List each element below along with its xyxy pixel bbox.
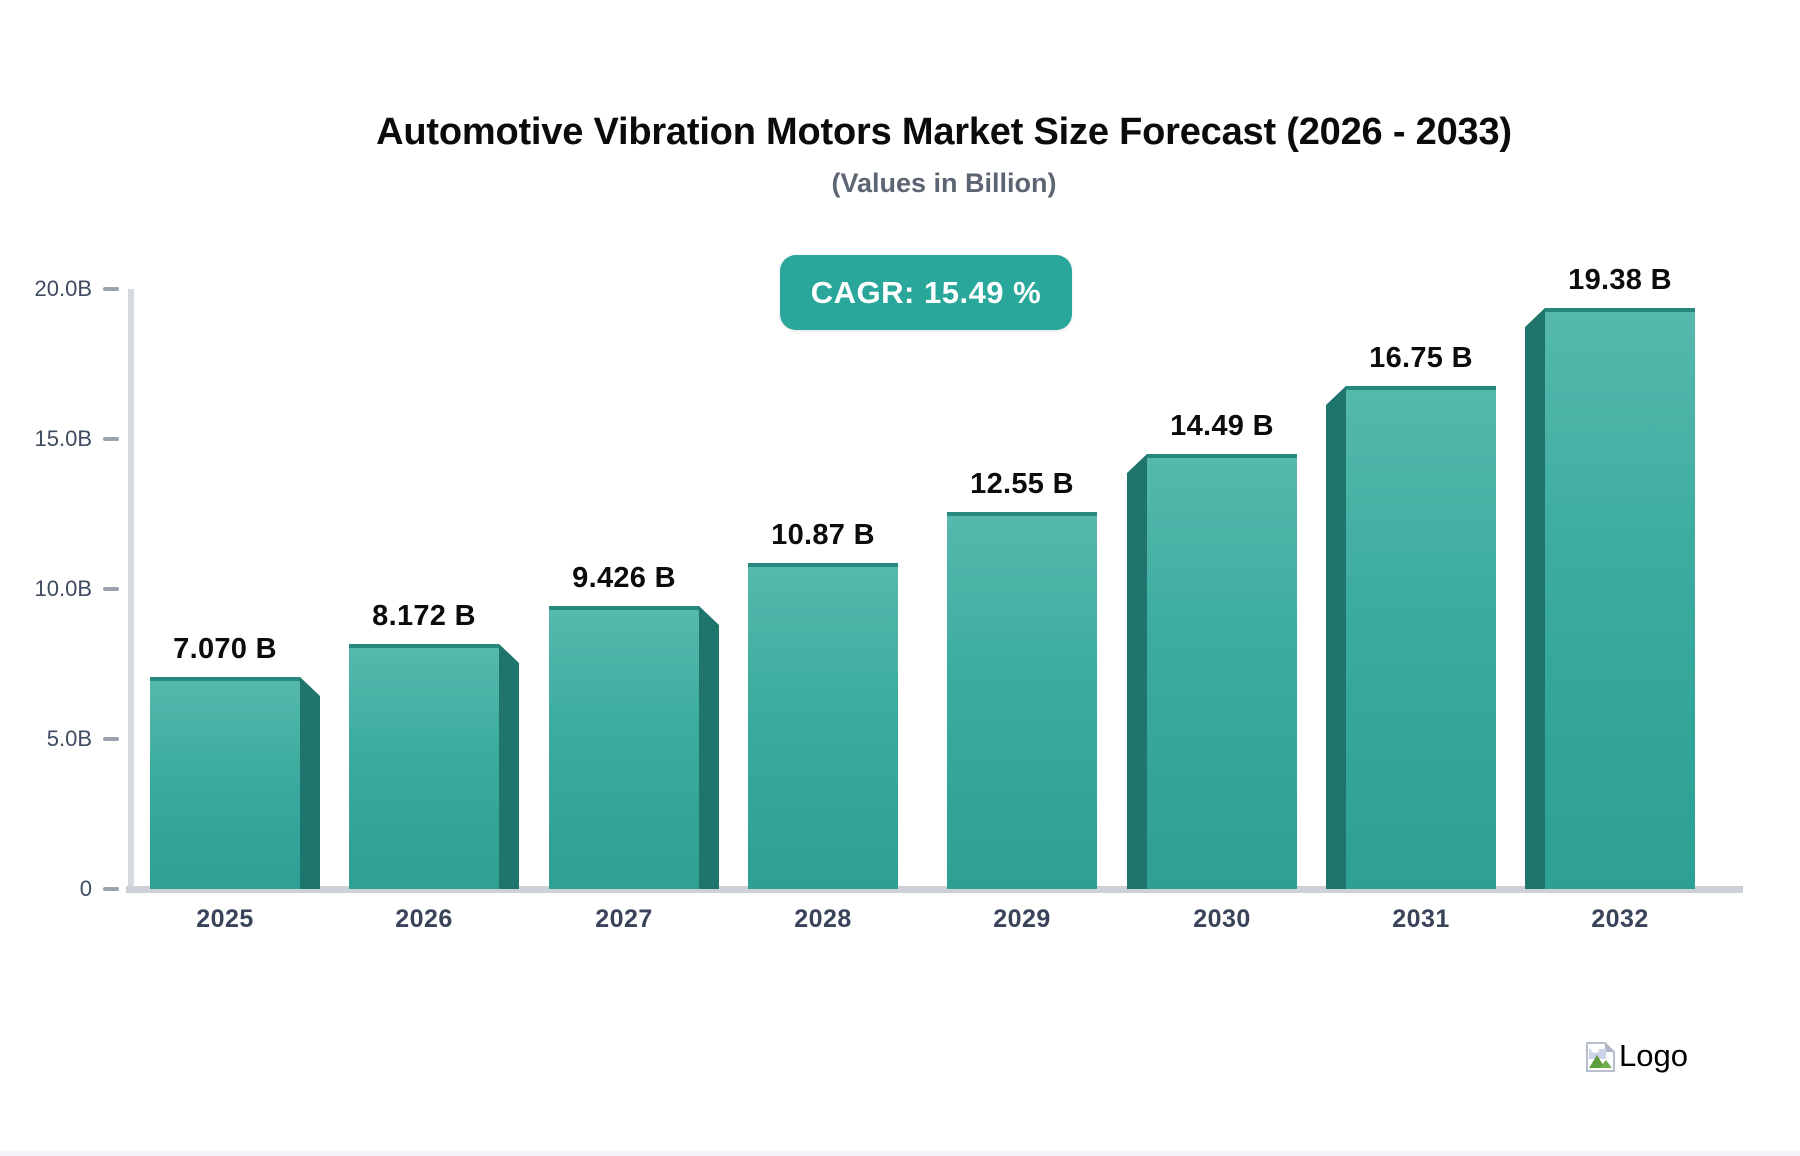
x-axis-label: 2031 bbox=[1392, 905, 1450, 933]
logo: Logo bbox=[1584, 1038, 1688, 1074]
y-axis-line bbox=[128, 289, 134, 889]
bar-value-label: 19.38 B bbox=[1568, 264, 1672, 296]
bar-2027[interactable] bbox=[549, 606, 719, 889]
y-tick bbox=[103, 737, 119, 741]
y-tick-label: 5.0B bbox=[46, 726, 92, 751]
x-axis-label: 2025 bbox=[196, 905, 254, 933]
bar-face bbox=[748, 563, 898, 889]
bar-2029[interactable] bbox=[947, 512, 1097, 889]
bar-2025[interactable] bbox=[150, 677, 320, 889]
bar-face bbox=[1147, 454, 1297, 889]
bar-2032[interactable] bbox=[1525, 308, 1695, 889]
bar-side-3d bbox=[300, 677, 320, 889]
x-axis-label: 2030 bbox=[1193, 905, 1251, 933]
bar-face bbox=[1545, 308, 1695, 889]
bar-2031[interactable] bbox=[1326, 386, 1496, 889]
y-tick-label: 10.0B bbox=[34, 576, 93, 601]
page-bottom-edge bbox=[0, 1151, 1800, 1156]
bar-face bbox=[549, 606, 699, 889]
x-axis-label: 2026 bbox=[395, 905, 453, 933]
bar-2026[interactable] bbox=[349, 644, 519, 889]
bar-value-label: 10.87 B bbox=[771, 519, 875, 551]
bar-face bbox=[349, 644, 499, 889]
bar-side-3d bbox=[1127, 454, 1147, 889]
bar-face bbox=[150, 677, 300, 889]
bar-value-label: 16.75 B bbox=[1369, 342, 1473, 374]
broken-image-icon bbox=[1586, 1042, 1615, 1072]
bar-value-label: 7.070 B bbox=[173, 633, 277, 665]
y-tick bbox=[103, 887, 119, 891]
x-axis-label: 2027 bbox=[595, 905, 653, 933]
bar-2028[interactable] bbox=[748, 563, 898, 889]
y-tick bbox=[103, 437, 119, 441]
y-tick-label: 20.0B bbox=[34, 276, 93, 301]
bar-side-3d bbox=[1525, 308, 1545, 889]
chart-title: Automotive Vibration Motors Market Size … bbox=[376, 111, 1512, 153]
cagr-badge: CAGR: 15.49 % bbox=[780, 255, 1072, 330]
y-tick bbox=[103, 587, 119, 591]
bar-value-label: 12.55 B bbox=[970, 468, 1074, 500]
bar-value-label: 8.172 B bbox=[372, 600, 476, 632]
bar-side-3d bbox=[699, 606, 719, 889]
y-tick-label: 15.0B bbox=[34, 426, 93, 451]
bar-value-label: 9.426 B bbox=[572, 562, 676, 594]
y-tick-label: 0 bbox=[79, 876, 92, 901]
bar-side-3d bbox=[1326, 386, 1346, 889]
bar-value-label: 14.49 B bbox=[1170, 410, 1274, 442]
x-axis-label: 2028 bbox=[794, 905, 852, 933]
logo-text: Logo bbox=[1619, 1038, 1688, 1073]
bar-face bbox=[1346, 386, 1496, 889]
x-axis-label: 2032 bbox=[1591, 905, 1649, 933]
chart-header: Automotive Vibration Motors Market Size … bbox=[88, 0, 1800, 198]
bar-side-3d bbox=[499, 644, 519, 889]
x-axis-baseline bbox=[126, 886, 1743, 893]
chart-subtitle: (Values in Billion) bbox=[831, 168, 1057, 198]
bar-face bbox=[947, 512, 1097, 889]
bar-2030[interactable] bbox=[1127, 454, 1297, 889]
y-tick bbox=[103, 287, 119, 291]
x-axis-label: 2029 bbox=[993, 905, 1051, 933]
